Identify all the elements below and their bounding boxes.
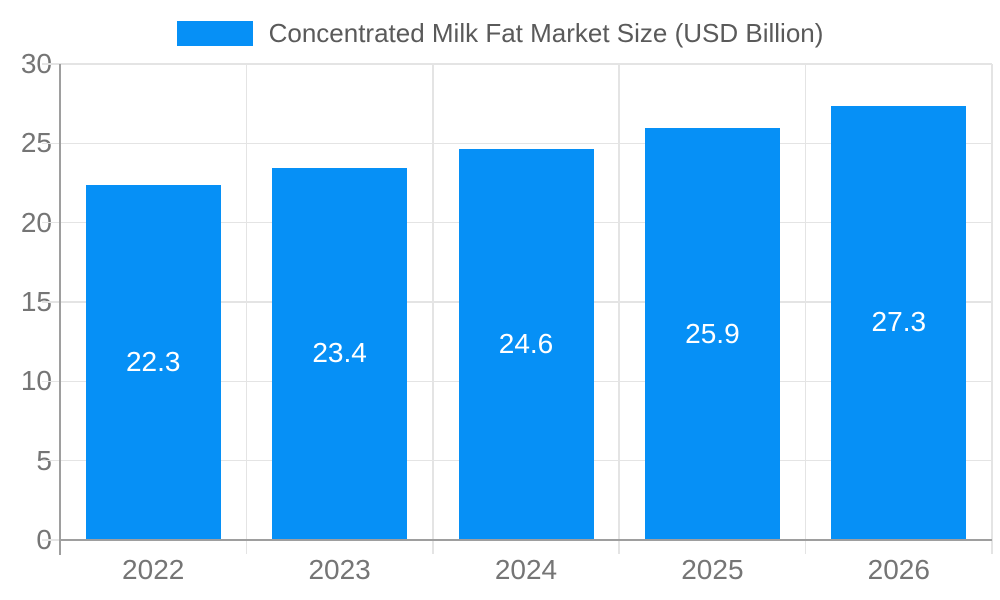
y-axis-tick	[42, 63, 60, 65]
legend-label: Concentrated Milk Fat Market Size (USD B…	[268, 17, 824, 48]
bar-value-label: 22.3	[125, 346, 181, 378]
plot-area: 0 5 10 15 20 25 30 22.3 23.4 24.6 25.9 27.3 2022 2023…	[21, 50, 993, 584]
v-gridline	[804, 64, 807, 540]
x-axis-tick	[991, 540, 993, 554]
bar: 27.3	[831, 105, 967, 539]
bar-value-label: 24.6	[498, 327, 554, 359]
bar: 22.3	[85, 185, 221, 539]
v-gridline	[245, 64, 248, 540]
x-tick-label: 2026	[867, 554, 930, 585]
x-tick-label: 2023	[308, 554, 371, 585]
h-gridline	[60, 142, 992, 145]
chart-legend: Concentrated Milk Fat Market Size (USD B…	[0, 14, 1000, 52]
bar-value-label: 27.3	[871, 306, 927, 338]
y-axis-tick	[42, 380, 60, 383]
y-axis-line	[59, 64, 61, 555]
y-axis-tick	[42, 459, 60, 462]
x-tick-label: 2022	[122, 554, 185, 585]
x-axis-tick	[245, 540, 248, 554]
x-axis-line	[60, 538, 992, 541]
y-axis-tick	[42, 301, 60, 303]
legend-swatch	[176, 20, 253, 46]
bar: 23.4	[272, 167, 408, 539]
bar: 24.6	[458, 148, 594, 539]
bar-value-label: 25.9	[685, 317, 740, 349]
x-tick-label: 2025	[681, 554, 744, 585]
y-axis-tick	[42, 142, 60, 145]
x-axis-tick	[804, 540, 807, 554]
v-gridline	[432, 64, 434, 540]
y-axis-tick	[42, 539, 60, 541]
bar-value-label: 23.4	[312, 337, 367, 369]
v-gridline	[991, 64, 993, 540]
x-tick-label: 2024	[494, 554, 558, 585]
x-axis-tick	[618, 540, 620, 554]
x-axis-tick	[432, 540, 434, 554]
bar: 25.9	[644, 128, 780, 539]
v-gridline	[618, 64, 620, 540]
y-axis-tick	[42, 221, 60, 224]
h-gridline	[60, 63, 992, 65]
